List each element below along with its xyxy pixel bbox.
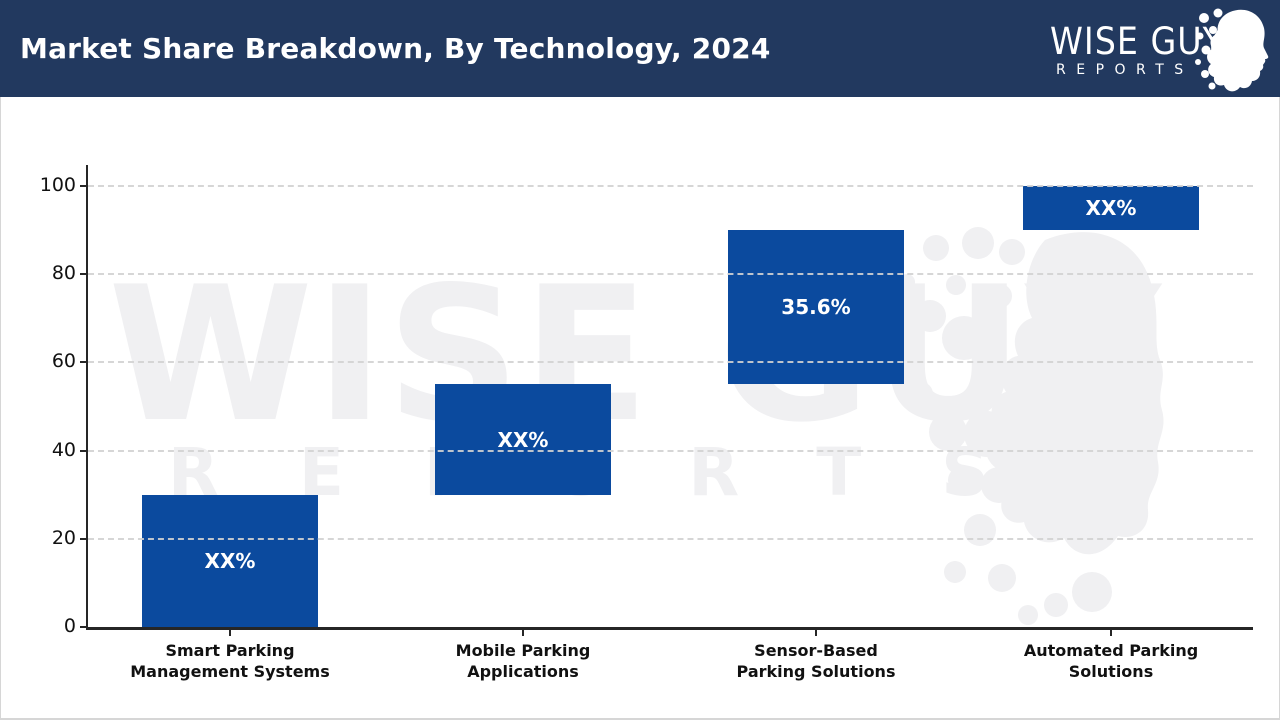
y-tick-label: 40 bbox=[51, 438, 76, 461]
x-category-label-line: Parking Solutions bbox=[736, 662, 896, 681]
y-tick-mark bbox=[80, 449, 88, 452]
bar-value-label: 35.6% bbox=[781, 295, 851, 320]
y-gridline bbox=[88, 273, 1253, 276]
x-tick-mark bbox=[1110, 629, 1112, 636]
y-gridline bbox=[88, 449, 1253, 452]
bar-value-label: XX% bbox=[497, 427, 549, 452]
brand-logo-wiseguy-text: WISE GUY bbox=[1050, 20, 1224, 63]
x-category-label: Automated Parking Solutions bbox=[981, 640, 1241, 682]
bar-segment: 35.6% bbox=[728, 230, 904, 385]
x-tick-mark bbox=[522, 629, 524, 636]
y-tick-label: 60 bbox=[51, 350, 76, 373]
x-tick-mark bbox=[229, 629, 231, 636]
bar-value-label: XX% bbox=[204, 548, 256, 573]
x-axis-spine bbox=[86, 627, 1253, 630]
bar-segment: XX% bbox=[435, 384, 611, 495]
y-tick-label: 80 bbox=[51, 262, 76, 285]
x-category-label: Smart Parking Management Systems bbox=[100, 640, 360, 682]
x-category-label-line: Mobile Parking bbox=[455, 641, 591, 660]
x-category-label: Mobile Parking Applications bbox=[393, 640, 653, 682]
y-gridline bbox=[88, 537, 1253, 540]
y-tick-mark bbox=[80, 361, 88, 364]
x-category-label: Sensor-Based Parking Solutions bbox=[686, 640, 946, 682]
x-category-label-line: Automated Parking bbox=[1023, 641, 1199, 660]
x-category-label-line: Management Systems bbox=[130, 662, 330, 681]
x-category-label-line: Solutions bbox=[1068, 662, 1154, 681]
x-category-label-line: Smart Parking bbox=[165, 641, 295, 660]
x-tick-mark bbox=[815, 629, 817, 636]
y-gridline bbox=[88, 185, 1253, 187]
bar-segment: XX% bbox=[1023, 186, 1199, 231]
y-tick-label: 0 bbox=[63, 615, 76, 637]
x-category-label-line: Applications bbox=[467, 662, 579, 681]
brand-logo: WISE GUY REPORTS bbox=[1020, 4, 1270, 94]
y-gridline bbox=[88, 361, 1253, 364]
bar-value-label: XX% bbox=[1085, 196, 1137, 221]
y-tick-mark bbox=[80, 626, 88, 628]
bar-segment: XX% bbox=[142, 494, 318, 627]
y-tick-label: 100 bbox=[39, 174, 76, 196]
x-category-label-line: Sensor-Based bbox=[754, 641, 878, 660]
y-tick-mark bbox=[80, 273, 88, 276]
y-axis-spine bbox=[86, 165, 88, 629]
y-tick-mark bbox=[80, 185, 88, 187]
chart-title: Market Share Breakdown, By Technology, 2… bbox=[20, 32, 771, 65]
header-bar: Market Share Breakdown, By Technology, 2… bbox=[0, 0, 1280, 97]
brand-logo-head-icon bbox=[1195, 8, 1269, 92]
y-tick-label: 20 bbox=[51, 526, 76, 549]
brand-logo-reports-text: REPORTS bbox=[1056, 62, 1194, 78]
y-tick-mark bbox=[80, 537, 88, 540]
